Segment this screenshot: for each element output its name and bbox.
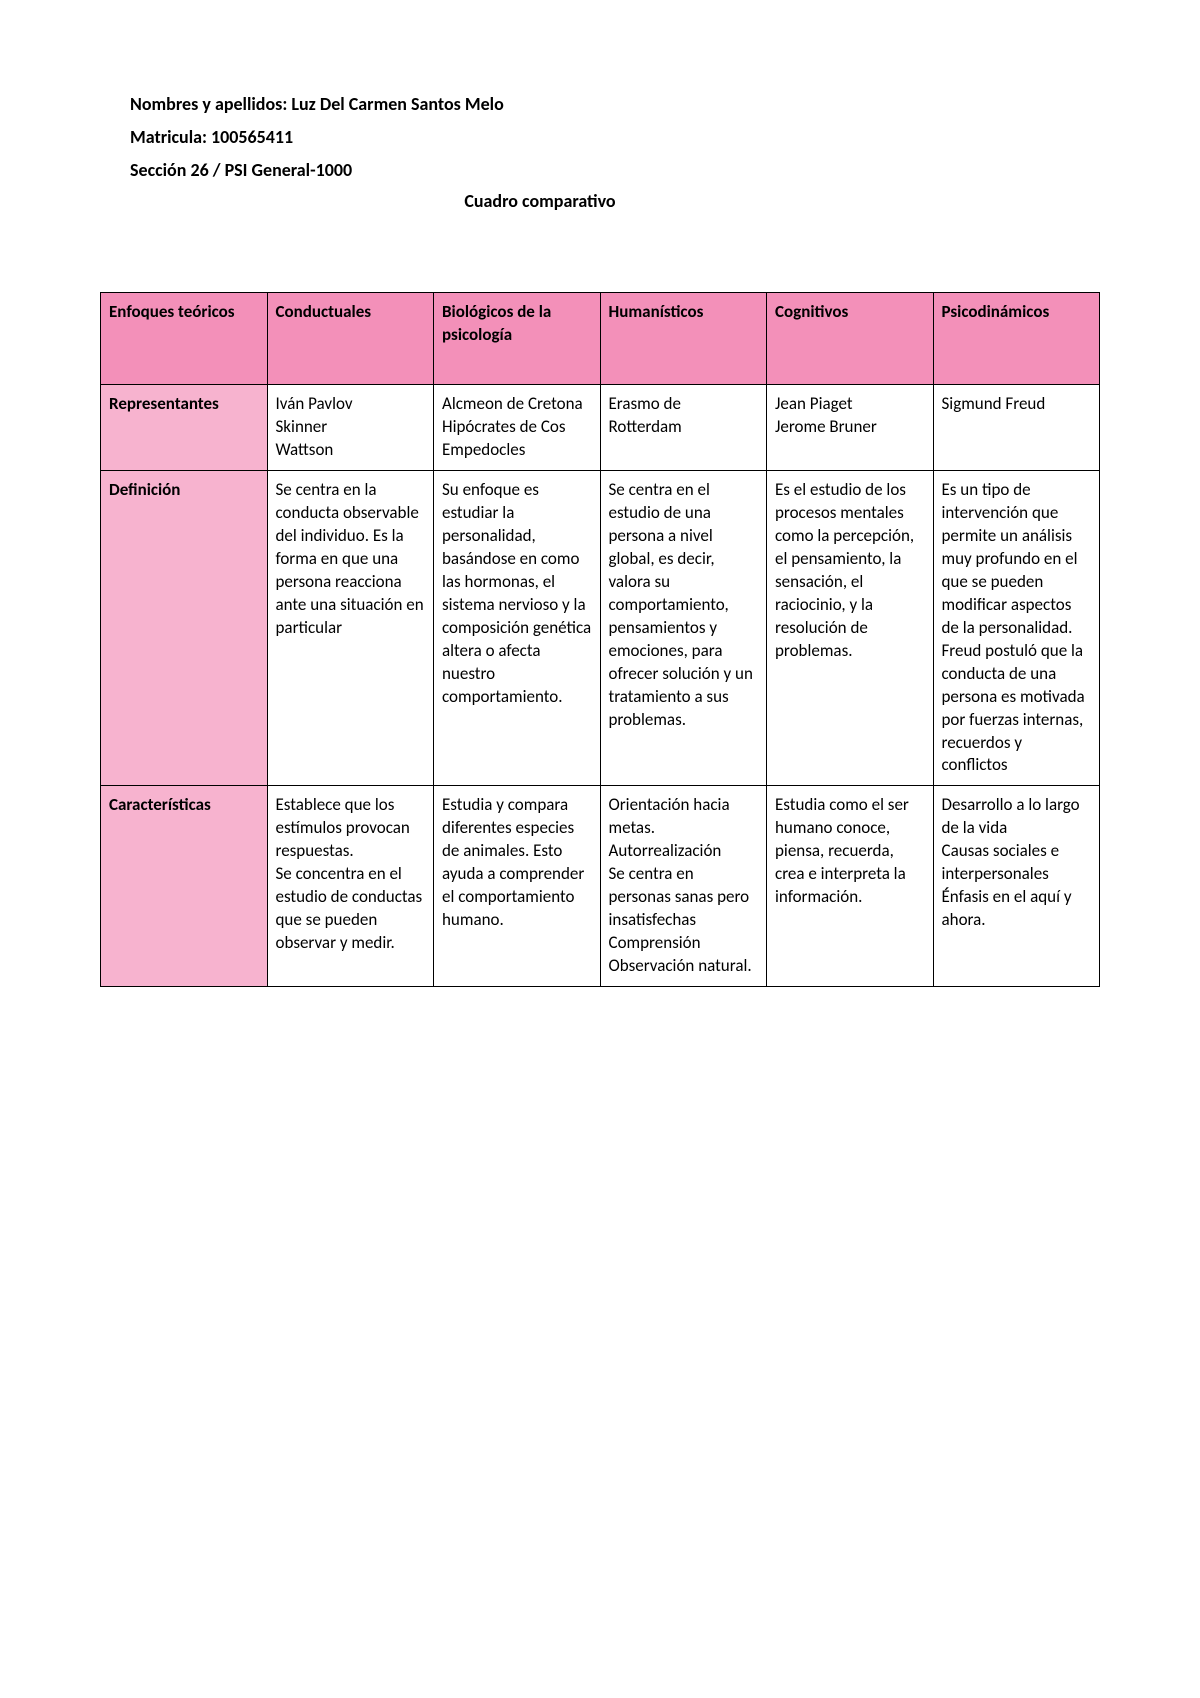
cell: Orientación hacia metas.Autorrealización… [600,786,767,987]
col-header-2: Biológicos de la psicología [434,293,601,385]
cell: Su enfoque es estudiar la personalidad, … [434,471,601,786]
cell: Establece que los estímulos provocan res… [267,786,434,987]
row-label: Definición [101,471,268,786]
cell: Es el estudio de los procesos mentales c… [767,471,934,786]
row-label: Características [101,786,268,987]
comparison-table: Enfoques teóricos Conductuales Biológico… [100,292,1100,987]
cell: Iván PavlovSkinnerWattson [267,385,434,471]
cell: Desarrollo a lo largo de la vidaCausas s… [933,786,1100,987]
cell: Se centra en la conducta observable del … [267,471,434,786]
table-row: Características Establece que los estímu… [101,786,1100,987]
table-header-row: Enfoques teóricos Conductuales Biológico… [101,293,1100,385]
cell: Es un tipo de intervención que permite u… [933,471,1100,786]
cell: Alcmeon de CretonaHipócrates de CosEmped… [434,385,601,471]
col-header-5: Psicodinámicos [933,293,1100,385]
cell: Jean PiagetJerome Bruner [767,385,934,471]
col-header-1: Conductuales [267,293,434,385]
row-label: Representantes [101,385,268,471]
name-line: Nombres y apellidos: Luz Del Carmen Sant… [130,90,1100,119]
col-header-0: Enfoques teóricos [101,293,268,385]
cell: Erasmo de Rotterdam [600,385,767,471]
col-header-4: Cognitivos [767,293,934,385]
cell: Estudia como el ser humano conoce, piens… [767,786,934,987]
document-title: Cuadro comparativo [0,190,1100,212]
document-header: Nombres y apellidos: Luz Del Carmen Sant… [130,90,1100,212]
col-header-3: Humanísticos [600,293,767,385]
table-row: Definición Se centra en la conducta obse… [101,471,1100,786]
section-line: Sección 26 / PSI General-1000 [130,156,1100,185]
table-row: Representantes Iván PavlovSkinnerWattson… [101,385,1100,471]
cell: Se centra en el estudio de una persona a… [600,471,767,786]
cell: Sigmund Freud [933,385,1100,471]
matricula-line: Matricula: 100565411 [130,123,1100,152]
cell: Estudia y compara diferentes especies de… [434,786,601,987]
